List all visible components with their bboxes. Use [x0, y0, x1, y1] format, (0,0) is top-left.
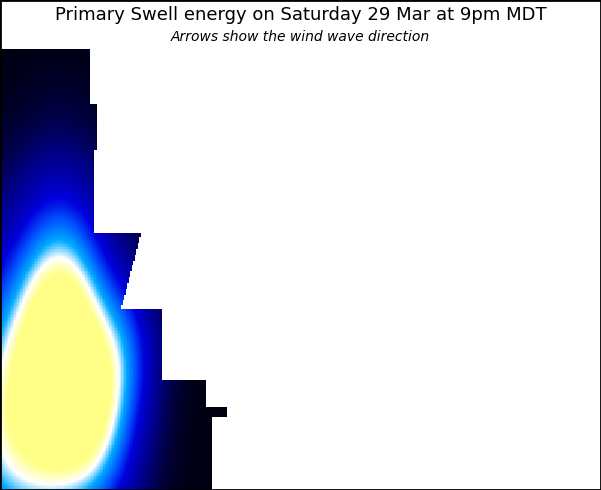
- Text: Arrows show the wind wave direction: Arrows show the wind wave direction: [171, 30, 430, 44]
- Text: Primary Swell energy on Saturday 29 Mar at 9pm MDT: Primary Swell energy on Saturday 29 Mar …: [55, 6, 546, 24]
